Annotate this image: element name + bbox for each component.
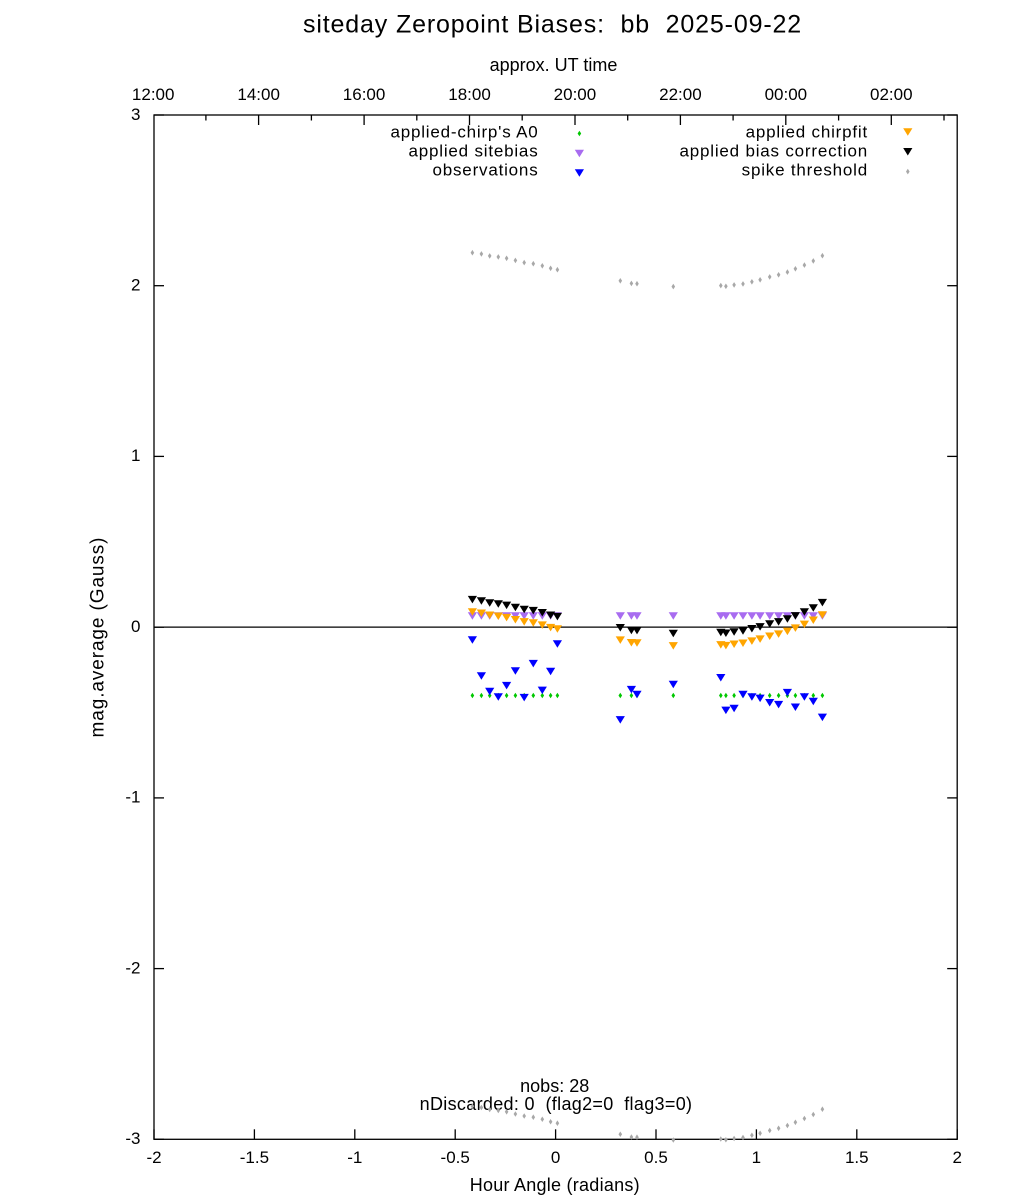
- svg-text:00:00: 00:00: [765, 85, 808, 104]
- svg-text:1.5: 1.5: [845, 1148, 869, 1167]
- svg-text:applied bias correction: applied bias correction: [680, 141, 869, 160]
- svg-text:observations: observations: [433, 161, 539, 180]
- svg-text:applied sitebias: applied sitebias: [409, 141, 539, 160]
- svg-text:20:00: 20:00: [554, 85, 597, 104]
- svg-text:-1.5: -1.5: [240, 1148, 269, 1167]
- svg-text:-0.5: -0.5: [441, 1148, 470, 1167]
- svg-text:1: 1: [752, 1148, 761, 1167]
- svg-text:14:00: 14:00: [237, 85, 280, 104]
- svg-text:18:00: 18:00: [448, 85, 491, 104]
- svg-text:2: 2: [952, 1148, 961, 1167]
- svg-text:2: 2: [131, 276, 140, 295]
- svg-text:nDiscarded: 0 (flag2=0 flag3: nDiscarded: 0 (flag2=0 flag3=0): [420, 1094, 693, 1114]
- svg-text:1: 1: [131, 446, 140, 465]
- svg-text:-1: -1: [347, 1148, 362, 1167]
- svg-text:siteday Zeropoint Biases: bb: siteday Zeropoint Biases: bb 2025-09-22: [303, 11, 802, 39]
- svg-text:0: 0: [131, 617, 140, 636]
- svg-text:nobs: 28: nobs: 28: [520, 1076, 589, 1096]
- svg-text:-2: -2: [125, 958, 140, 977]
- svg-text:approx. UT time: approx. UT time: [490, 55, 618, 75]
- svg-text:Hour Angle (radians): Hour Angle (radians): [470, 1175, 640, 1195]
- svg-text:-2: -2: [146, 1148, 161, 1167]
- svg-text:-3: -3: [125, 1129, 140, 1148]
- svg-text:-1: -1: [125, 788, 140, 807]
- svg-text:spike threshold: spike threshold: [742, 161, 868, 180]
- svg-text:0: 0: [551, 1148, 560, 1167]
- svg-text:applied-chirp's A0: applied-chirp's A0: [390, 123, 538, 142]
- svg-text:3: 3: [131, 105, 140, 124]
- svg-text:22:00: 22:00: [659, 85, 702, 104]
- svg-text:0.5: 0.5: [644, 1148, 668, 1167]
- svg-text:mag.average (Gauss): mag.average (Gauss): [88, 537, 109, 738]
- svg-text:02:00: 02:00: [870, 85, 913, 104]
- svg-text:applied chirpfit: applied chirpfit: [746, 123, 868, 142]
- svg-text:12:00: 12:00: [132, 85, 175, 104]
- svg-text:16:00: 16:00: [343, 85, 386, 104]
